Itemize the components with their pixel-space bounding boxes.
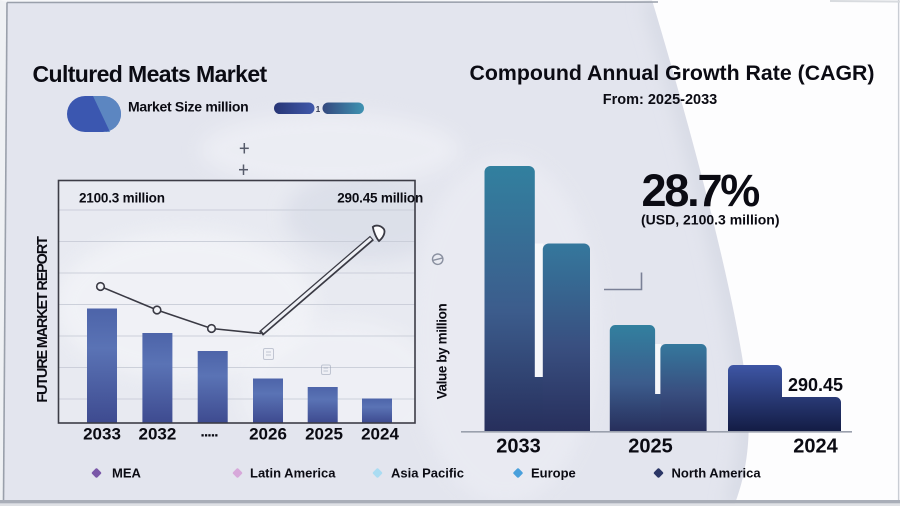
svg-text:From: 2025-2033: From: 2025-2033 — [603, 92, 717, 108]
svg-text:290.45: 290.45 — [788, 375, 843, 395]
svg-text:(USD, 2100.3 million): (USD, 2100.3 million) — [641, 212, 779, 228]
svg-text:290.45 million: 290.45 million — [337, 191, 423, 206]
svg-text:1: 1 — [316, 105, 321, 114]
svg-text:FUTURE MARKET REPORT: FUTURE MARKET REPORT — [35, 236, 51, 403]
svg-text:2024: 2024 — [361, 425, 399, 444]
svg-text:MEA: MEA — [112, 466, 142, 481]
svg-text:Latin America: Latin America — [250, 466, 336, 481]
svg-text:Compound Annual Growth Rate (C: Compound Annual Growth Rate (CAGR) — [470, 61, 875, 85]
svg-text:Europe: Europe — [531, 466, 576, 481]
svg-text:Market Size million: Market Size million — [128, 99, 248, 115]
svg-text:2025: 2025 — [628, 436, 673, 458]
svg-text:2033: 2033 — [83, 425, 121, 444]
svg-text:2032: 2032 — [138, 425, 176, 444]
svg-text:2100.3 million: 2100.3 million — [79, 191, 165, 206]
svg-text:North America: North America — [672, 466, 762, 481]
svg-text:Value by million: Value by million — [435, 304, 450, 400]
svg-text:2025: 2025 — [305, 425, 343, 444]
svg-text:2033: 2033 — [496, 436, 541, 458]
svg-text:.....: ..... — [200, 424, 218, 441]
svg-text:2024: 2024 — [793, 436, 838, 458]
svg-text:Asia Pacific: Asia Pacific — [391, 466, 464, 481]
svg-text:2026: 2026 — [249, 425, 287, 444]
svg-text:Cultured Meats Market: Cultured Meats Market — [33, 61, 268, 87]
svg-text:28.7%: 28.7% — [642, 165, 760, 216]
